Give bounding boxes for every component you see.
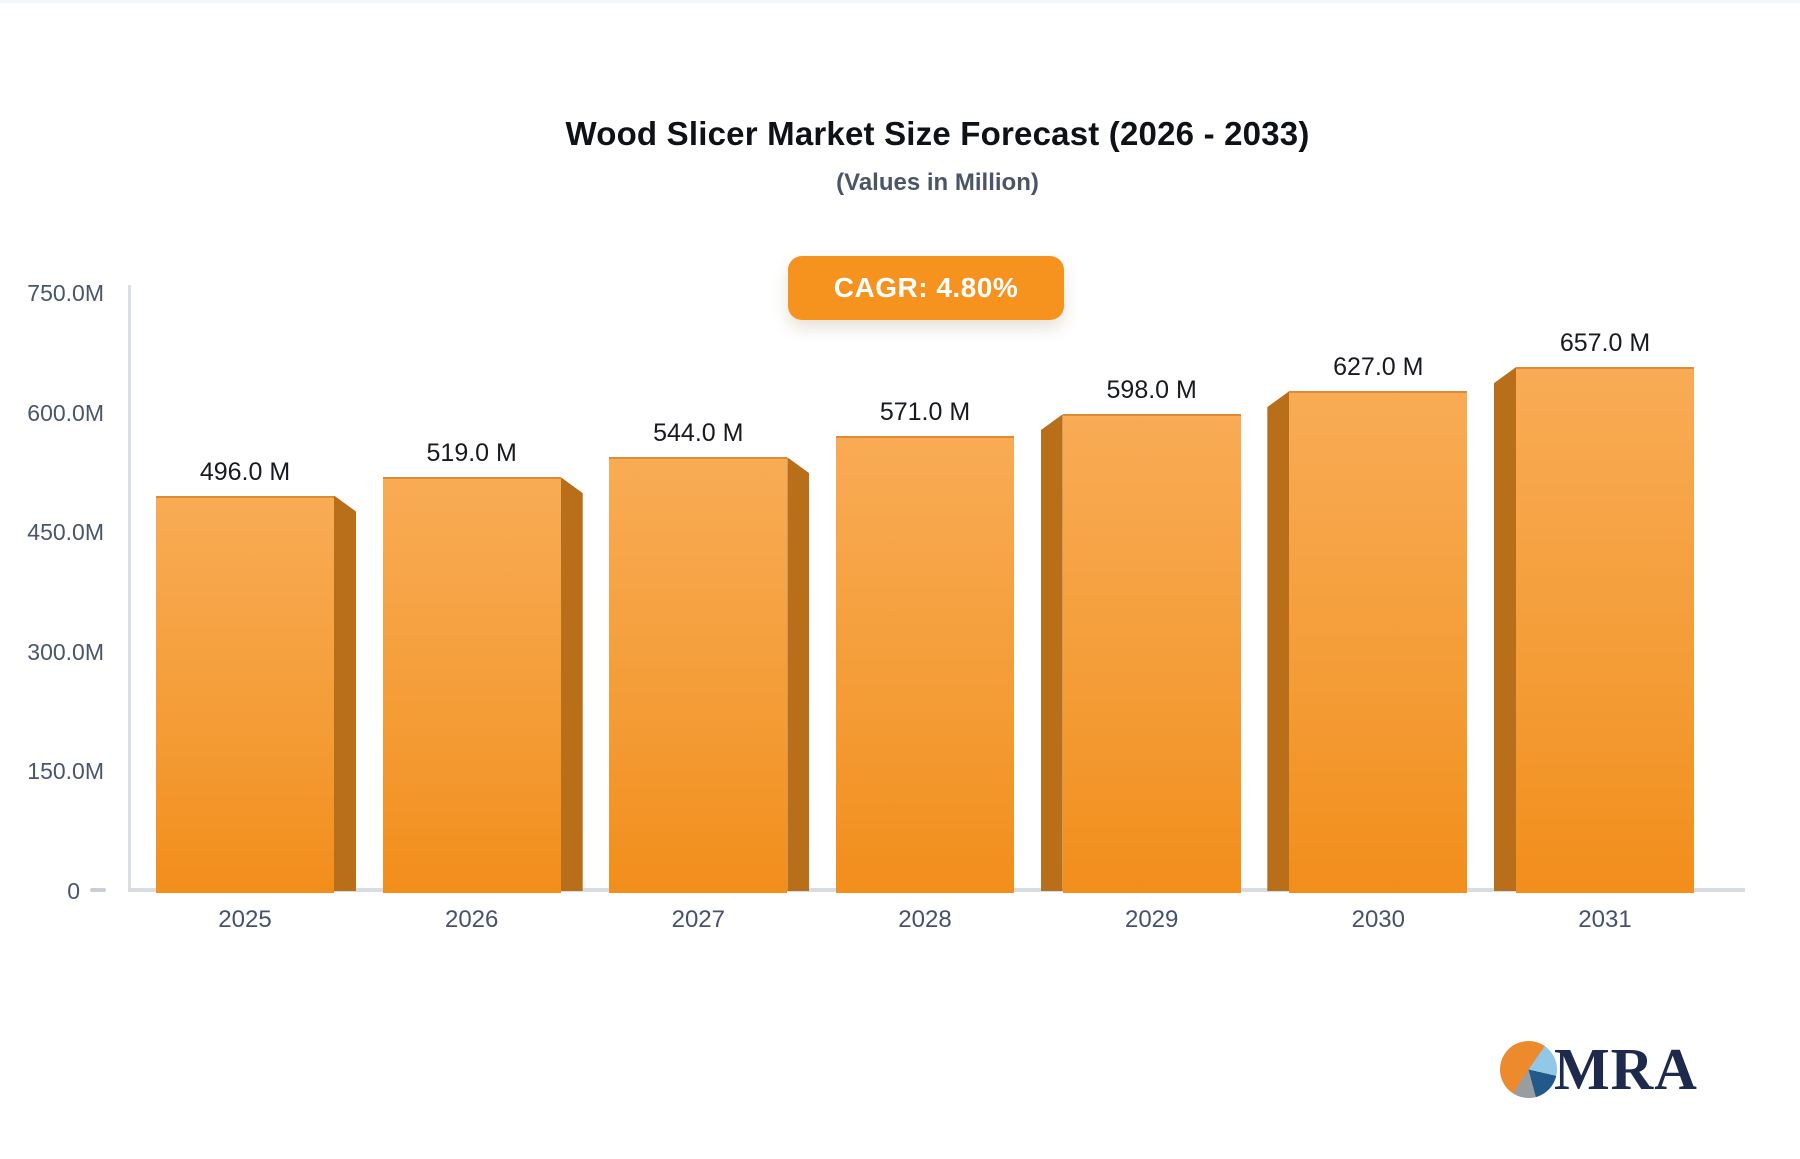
bar-value-label: 571.0 M — [879, 397, 971, 426]
y-axis-tick-label: 300.0M — [27, 638, 104, 665]
y-axis-line — [128, 285, 131, 891]
y-axis-tick-label: 450.0M — [27, 519, 104, 546]
x-axis-category-label: 2027 — [671, 906, 725, 933]
x-axis-category-label: 2028 — [898, 906, 952, 933]
bar-3d-side — [1040, 414, 1063, 891]
chart-subtitle: (Values in Million) — [836, 169, 1039, 196]
bar-2030[interactable] — [1289, 391, 1468, 893]
bar-2027[interactable] — [609, 457, 788, 893]
bar-3d-side — [334, 495, 356, 891]
y-axis-tick-label: 150.0M — [27, 758, 104, 785]
bar-3d-side — [560, 477, 583, 891]
bar-3d-side — [1267, 391, 1290, 891]
brand-logo[interactable]: MRA — [1500, 1039, 1698, 1099]
chart-header: Wood Slicer Market Size Forecast (2026 -… — [130, 3, 1745, 197]
bar-value-label: 657.0 M — [1559, 329, 1651, 358]
bar-value-label: 544.0 M — [653, 419, 744, 448]
x-axis-category-label: 2030 — [1351, 906, 1405, 933]
bar-2029[interactable] — [1062, 414, 1241, 893]
bar-2025[interactable] — [156, 495, 334, 893]
pie-chart-logo-icon — [1500, 1040, 1557, 1098]
y-axis-tick-label: 600.0M — [27, 399, 104, 426]
bar-value-label: 598.0 M — [1106, 376, 1197, 405]
bar-value-label: 496.0 M — [199, 457, 291, 486]
zero-tick-dash — [90, 888, 106, 892]
x-axis-category-label: 2025 — [218, 906, 272, 933]
x-axis-category-label: 2026 — [444, 906, 499, 933]
bar-3d-side — [1494, 367, 1516, 891]
plot-area: 750.0M 600.0M 450.0M 300.0M 150.0M 0 496.0 M 20… — [0, 3, 1800, 1159]
y-axis-tick-label: 750.0M — [27, 280, 104, 306]
chart-canvas: Wood Slicer Market Size Forecast (2026 -… — [0, 3, 1800, 1159]
brand-logo-text: MRA — [1554, 1035, 1698, 1102]
y-axis-tick-label: 0 — [67, 878, 80, 904]
bar-2031[interactable] — [1516, 367, 1694, 893]
bar-2026[interactable] — [382, 477, 561, 893]
bar-2028[interactable] — [836, 435, 1014, 893]
x-axis-category-label: 2031 — [1578, 906, 1632, 933]
cagr-badge: CAGR: 4.80% — [788, 256, 1064, 320]
chart-title: Wood Slicer Market Size Forecast (2026 -… — [565, 115, 1310, 152]
bar-3d-side — [787, 457, 810, 891]
x-axis-category-label: 2029 — [1124, 906, 1179, 933]
bar-value-label: 627.0 M — [1333, 353, 1424, 382]
bar-value-label: 519.0 M — [426, 439, 517, 468]
